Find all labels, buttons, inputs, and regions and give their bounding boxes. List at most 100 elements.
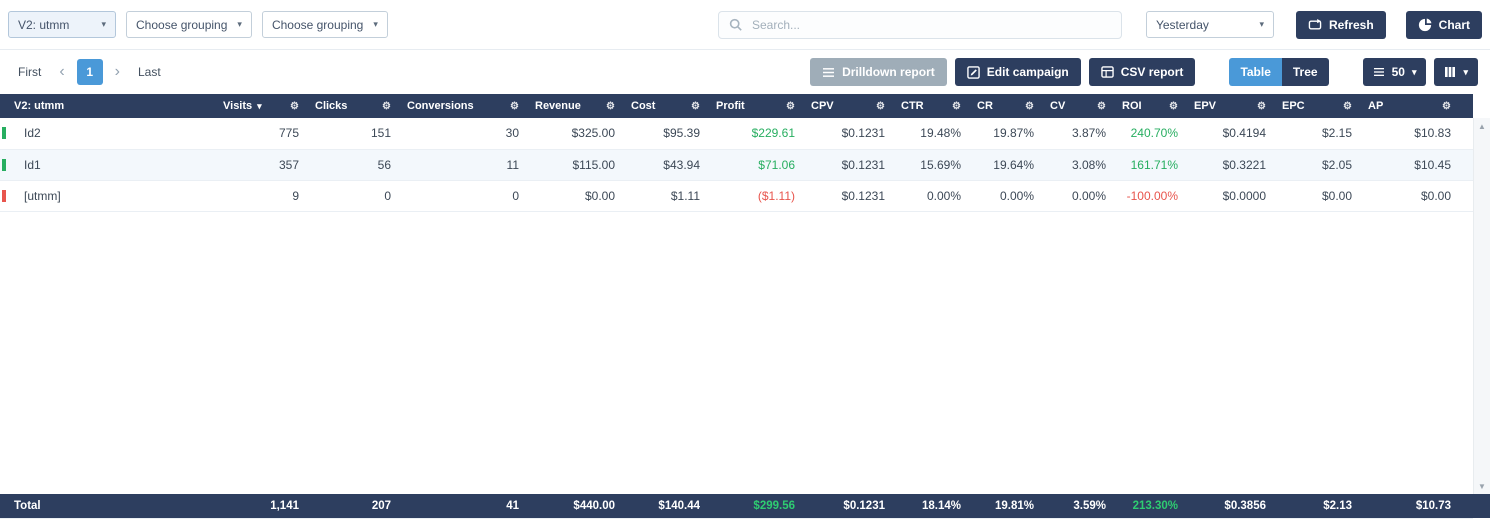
date-range-select[interactable]: Yesterday ▾ [1145, 11, 1274, 38]
gear-icon[interactable]: ⚙ [606, 100, 615, 112]
gear-icon[interactable]: ⚙ [510, 100, 519, 112]
campaign-select[interactable]: V2: utmm ▾ [8, 11, 116, 38]
gear-icon[interactable]: ⚙ [1442, 100, 1451, 112]
drilldown-report-button[interactable]: Drilldown report [810, 58, 947, 86]
refresh-button[interactable]: Refresh [1295, 10, 1386, 39]
column-label: Cost [631, 100, 656, 112]
edit-campaign-button[interactable]: Edit campaign [954, 58, 1081, 86]
column-label: CR [977, 100, 993, 112]
grid-header-row: V2: utmm Visits ▾ ⚙ Clicks ⚙ Conversions ⚙ Reven… [0, 94, 1473, 118]
table-cell: 357 [215, 149, 307, 181]
column-label: Clicks [315, 100, 348, 112]
grouping-select-1[interactable]: Choose grouping ▾ [126, 11, 252, 38]
gear-icon[interactable]: ⚙ [1025, 100, 1034, 112]
gear-icon[interactable]: ⚙ [382, 100, 391, 112]
table-cell: $115.00 [527, 149, 623, 181]
row-name: Id2 [0, 118, 215, 150]
edit-campaign-label: Edit campaign [986, 65, 1069, 79]
table-cell: 3.87% [1042, 118, 1114, 150]
table-cell: 775 [215, 118, 307, 150]
scroll-up-icon[interactable]: ▲ [1478, 121, 1486, 131]
gear-icon[interactable]: ⚙ [1343, 100, 1352, 112]
campaign-select-value: V2: utmm [18, 17, 70, 32]
table-cell: 240.70% [1114, 118, 1186, 150]
gear-icon[interactable]: ⚙ [876, 100, 885, 112]
table-cell: 56 [307, 149, 399, 181]
pagination-last[interactable]: Last [137, 65, 161, 79]
tree-view-button[interactable]: Tree [1281, 58, 1329, 86]
rows-per-page-button[interactable]: 50 ▾ [1362, 58, 1427, 86]
scroll-down-icon[interactable]: ▼ [1478, 481, 1486, 491]
table-cell: 11 [399, 149, 527, 181]
gear-icon[interactable]: ⚙ [1097, 100, 1106, 112]
table-cell: 15.69% [893, 149, 969, 181]
gear-icon[interactable]: ⚙ [1257, 100, 1266, 112]
table-cell: $10.45 [1360, 149, 1473, 181]
gear-icon[interactable]: ⚙ [691, 100, 700, 112]
chevron-right-icon[interactable]: › [114, 63, 120, 80]
table-cell: $2.05 [1274, 149, 1360, 181]
table-cell: $95.39 [623, 118, 708, 150]
table-row[interactable]: Id1 357 56 11 $115.00 $43.94 $71.06 $0.1231 15.6… [0, 149, 1473, 181]
csv-report-button[interactable]: CSV report [1088, 58, 1196, 86]
table-row[interactable]: [utmm] 9 0 0 $0.00 $1.11 ($1.11) $0.1231 0.00% 0.… [0, 180, 1473, 212]
edit-icon [966, 65, 980, 79]
table-cell: 0.00% [1042, 180, 1114, 212]
column-header[interactable]: EPV ⚙ [1186, 94, 1274, 118]
search-box[interactable] [717, 10, 1122, 39]
column-label: EPC [1282, 100, 1305, 112]
gear-icon[interactable]: ⚙ [1169, 100, 1178, 112]
column-header[interactable]: AP ⚙ [1360, 94, 1473, 118]
column-header[interactable]: CTR ⚙ [893, 94, 969, 118]
table-cell: $0.00 [527, 180, 623, 212]
column-header[interactable]: Clicks ⚙ [307, 94, 399, 118]
table-cell: 9 [215, 180, 307, 212]
table-cell: 0.00% [969, 180, 1042, 212]
pagination-page-1[interactable]: 1 [76, 59, 103, 85]
gear-icon[interactable]: ⚙ [786, 100, 795, 112]
column-label: CTR [901, 100, 924, 112]
date-range-value: Yesterday [1155, 17, 1209, 32]
table-cell: $229.61 [708, 118, 803, 150]
refresh-label: Refresh [1328, 17, 1374, 32]
sort-desc-icon[interactable]: ▾ [257, 100, 262, 111]
table-cell: $0.00 [1274, 180, 1360, 212]
pagination-first[interactable]: First [18, 65, 42, 79]
table-cell: $0.4194 [1186, 118, 1274, 150]
column-header[interactable]: ROI ⚙ [1114, 94, 1186, 118]
columns-button[interactable]: ▾ [1434, 58, 1478, 86]
column-header-name[interactable]: V2: utmm [0, 94, 215, 118]
column-header[interactable]: Cost ⚙ [623, 94, 708, 118]
gear-icon[interactable]: ⚙ [290, 100, 299, 112]
table-cell: 161.71% [1114, 149, 1186, 181]
column-header[interactable]: Conversions ⚙ [399, 94, 527, 118]
chart-button[interactable]: Chart [1405, 10, 1482, 39]
table-cell: $0.1231 [803, 118, 893, 150]
column-header[interactable]: Revenue ⚙ [527, 94, 623, 118]
column-header[interactable]: CPV ⚙ [803, 94, 893, 118]
gear-icon[interactable]: ⚙ [952, 100, 961, 112]
search-input[interactable] [749, 16, 1111, 33]
column-header[interactable]: CV ⚙ [1042, 94, 1114, 118]
vertical-scrollbar[interactable]: ▲ ▼ [1473, 118, 1490, 494]
table-cell: $0.1231 [803, 149, 893, 181]
chevron-left-icon[interactable]: ‹ [59, 63, 65, 80]
column-label: Revenue [535, 100, 581, 112]
chevron-down-icon: ▾ [373, 19, 378, 29]
table-cell: 151 [307, 118, 399, 150]
table-cell: $2.15 [1274, 118, 1360, 150]
column-header[interactable]: Profit ⚙ [708, 94, 803, 118]
grouping-select-2[interactable]: Choose grouping ▾ [261, 11, 388, 38]
total-cell: $0.1231 [803, 494, 893, 519]
report-table: V2: utmm Visits ▾ ⚙ Clicks ⚙ Conversions ⚙ Reven… [0, 94, 1473, 212]
column-header[interactable]: EPC ⚙ [1274, 94, 1360, 118]
total-cell: 207 [307, 494, 399, 519]
report-grid: V2: utmm Visits ▾ ⚙ Clicks ⚙ Conversions ⚙ Reven… [0, 94, 1490, 494]
table-row[interactable]: Id2 775 151 30 $325.00 $95.39 $229.61 $0.1231 19… [0, 118, 1473, 150]
table-view-button[interactable]: Table [1229, 58, 1282, 86]
table-cell: $0.0000 [1186, 180, 1274, 212]
column-header[interactable]: CR ⚙ [969, 94, 1042, 118]
column-header[interactable]: Visits ▾ ⚙ [215, 94, 307, 118]
rows-per-page-value: 50 [1391, 65, 1405, 79]
grouping-select-1-value: Choose grouping [136, 17, 228, 32]
